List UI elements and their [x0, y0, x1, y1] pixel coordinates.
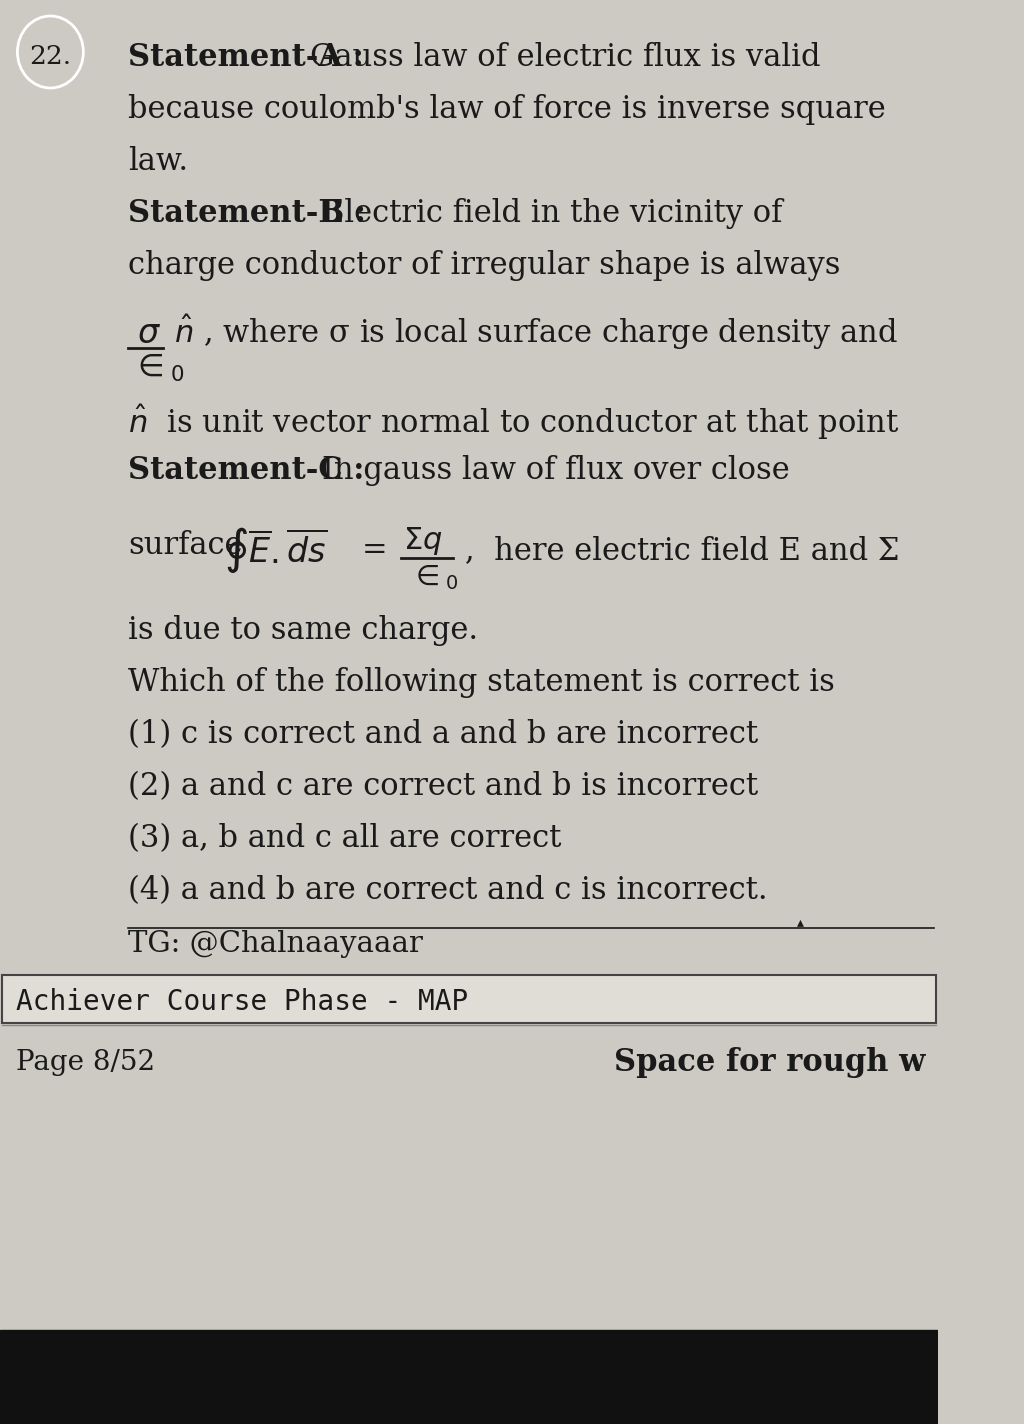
Text: Achiever Course Phase - MAP: Achiever Course Phase - MAP: [16, 988, 469, 1015]
Text: $\in_0$: $\in_0$: [132, 352, 184, 384]
Text: $\hat{n}$ , where σ is local surface charge density and: $\hat{n}$ , where σ is local surface cha…: [174, 312, 898, 352]
Text: (4) a and b are correct and c is incorrect.: (4) a and b are correct and c is incorre…: [128, 874, 768, 906]
Text: $\Sigma q$: $\Sigma q$: [403, 525, 442, 557]
Text: $\in_0$: $\in_0$: [411, 562, 459, 592]
Text: Space for rough w: Space for rough w: [613, 1048, 925, 1078]
Text: TG: @Chalnaayaaar: TG: @Chalnaayaaar: [128, 930, 423, 958]
Text: 22.: 22.: [30, 44, 72, 68]
Text: is due to same charge.: is due to same charge.: [128, 615, 478, 646]
Text: because coulomb's law of force is inverse square: because coulomb's law of force is invers…: [128, 94, 886, 125]
Text: Page 8/52: Page 8/52: [16, 1049, 156, 1077]
FancyBboxPatch shape: [2, 975, 936, 1022]
Text: Gauss law of electric flux is valid: Gauss law of electric flux is valid: [309, 41, 820, 73]
Bar: [0, 1330, 938, 1424]
Text: surface: surface: [128, 530, 243, 561]
Text: Electric field in the vicinity of: Electric field in the vicinity of: [323, 198, 782, 229]
Text: In gauss law of flux over close: In gauss law of flux over close: [323, 456, 791, 486]
Text: Statement-A :: Statement-A :: [128, 41, 375, 73]
Text: Statement-C :: Statement-C :: [128, 456, 376, 486]
Text: ,  here electric field E and Σ: , here electric field E and Σ: [465, 535, 900, 565]
Text: (1) c is correct and a and b are incorrect: (1) c is correct and a and b are incorre…: [128, 719, 759, 750]
Text: charge conductor of irregular shape is always: charge conductor of irregular shape is a…: [128, 251, 841, 281]
Text: (3) a, b and c all are correct: (3) a, b and c all are correct: [128, 823, 561, 854]
Text: Statement-B :: Statement-B :: [128, 198, 377, 229]
Text: ▴: ▴: [797, 916, 804, 928]
Text: law.: law.: [128, 147, 188, 177]
Text: $\oint \overline{E}.\overline{ds}$: $\oint \overline{E}.\overline{ds}$: [224, 525, 328, 575]
Text: (2) a and c are correct and b is incorrect: (2) a and c are correct and b is incorre…: [128, 770, 759, 802]
Text: Which of the following statement is correct is: Which of the following statement is corr…: [128, 666, 836, 698]
Text: =: =: [361, 535, 387, 565]
Text: $\sigma$: $\sigma$: [137, 318, 162, 350]
Text: $\hat{n}$  is unit vector normal to conductor at that point: $\hat{n}$ is unit vector normal to condu…: [128, 403, 899, 443]
